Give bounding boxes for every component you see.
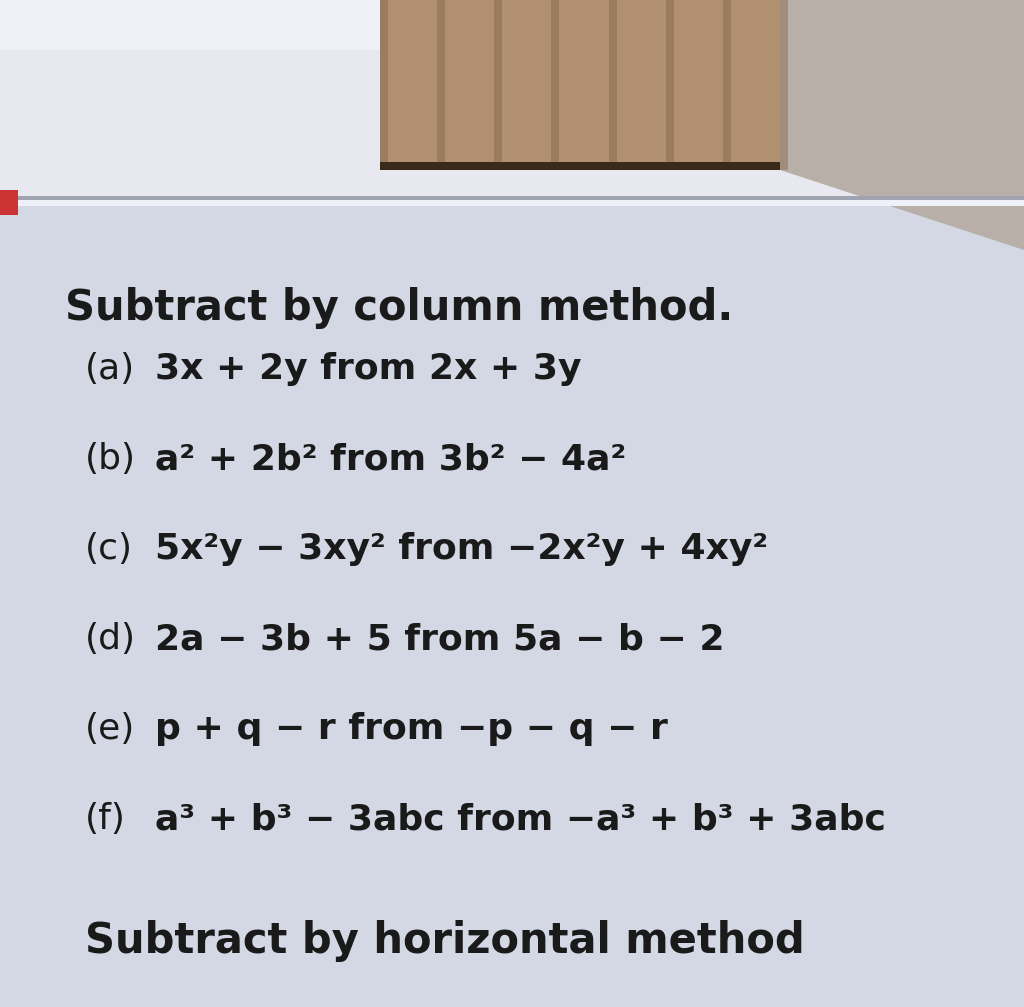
Text: (e): (e) xyxy=(85,712,135,746)
Bar xyxy=(0,190,18,215)
Text: (c): (c) xyxy=(85,532,133,566)
Bar xyxy=(552,0,559,170)
Bar xyxy=(380,162,780,170)
Text: 3x + 2y from 2x + 3y: 3x + 2y from 2x + 3y xyxy=(155,352,582,386)
Text: a² + 2b² from 3b² − 4a²: a² + 2b² from 3b² − 4a² xyxy=(155,442,627,476)
Bar xyxy=(0,0,1024,50)
Bar xyxy=(723,0,731,170)
Bar xyxy=(780,0,788,170)
Text: a³ + b³ − 3abc from −a³ + b³ + 3abc: a³ + b³ − 3abc from −a³ + b³ + 3abc xyxy=(155,802,886,836)
Text: Subtract by horizontal method: Subtract by horizontal method xyxy=(85,920,805,962)
Text: p + q − r from −p − q − r: p + q − r from −p − q − r xyxy=(155,712,668,746)
Bar xyxy=(437,0,445,170)
Text: (d): (d) xyxy=(85,622,136,656)
Polygon shape xyxy=(780,0,1024,250)
Bar xyxy=(666,0,674,170)
Bar xyxy=(380,0,388,170)
Bar xyxy=(0,0,1024,200)
Text: (a): (a) xyxy=(85,352,135,386)
Bar xyxy=(0,200,1024,206)
Text: 2a − 3b + 5 from 5a − b − 2: 2a − 3b + 5 from 5a − b − 2 xyxy=(155,622,725,656)
Bar xyxy=(608,0,616,170)
Text: (f): (f) xyxy=(85,802,126,836)
Bar xyxy=(380,0,780,170)
Text: 5x²y − 3xy² from −2x²y + 4xy²: 5x²y − 3xy² from −2x²y + 4xy² xyxy=(155,532,768,566)
Bar xyxy=(495,0,503,170)
Bar xyxy=(0,196,1024,202)
Text: Subtract by column method.: Subtract by column method. xyxy=(65,287,733,329)
Text: (b): (b) xyxy=(85,442,136,476)
